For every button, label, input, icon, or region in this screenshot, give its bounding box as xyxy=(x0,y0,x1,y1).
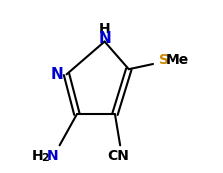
Text: Me: Me xyxy=(166,53,189,67)
Text: 2: 2 xyxy=(41,153,49,163)
Text: H: H xyxy=(99,22,110,35)
Text: H: H xyxy=(32,149,43,163)
Text: S: S xyxy=(159,53,169,67)
Text: N: N xyxy=(47,149,58,163)
Text: N: N xyxy=(51,67,63,82)
Text: CN: CN xyxy=(107,149,129,163)
Text: N: N xyxy=(98,31,111,46)
